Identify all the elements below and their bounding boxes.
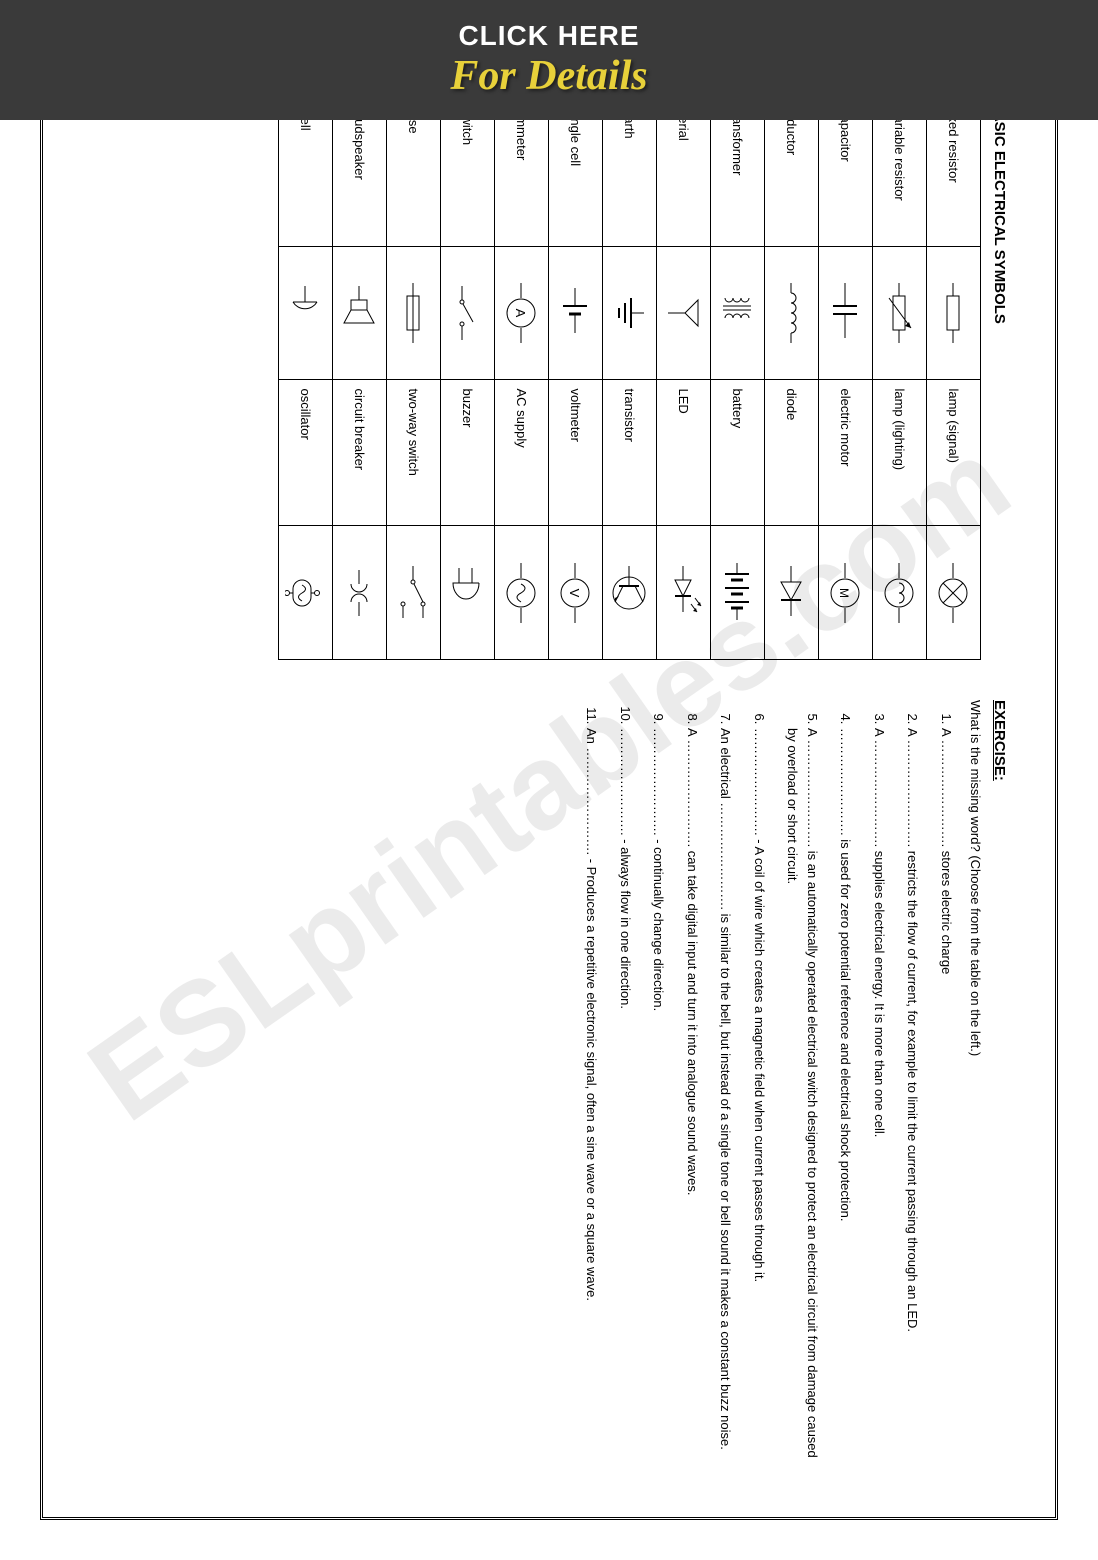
table-row: earth transistor [603,101,657,660]
symbol-name: circuit breaker [333,380,387,526]
exercise-item: A ……………………. stores electric charge [937,728,957,1460]
symbol-icon [927,526,981,660]
table-row: switch buzzer [441,101,495,660]
symbol-name: battery [711,380,765,526]
symbol-name: transformer [711,101,765,247]
symbol-name: voltmeter [549,380,603,526]
symbol-icon [603,246,657,380]
table-row: transformer battery [711,101,765,660]
exercise-section: EXERCISE: What is the missing word? (Cho… [90,700,1008,1460]
symbol-icon [657,526,711,660]
symbol-icon [927,246,981,380]
symbol-name: diode [765,380,819,526]
exercise-item: ……………………. - A coil of wire which creates… [750,728,770,1460]
exercise-item: A ……………………. can take digital input and t… [683,728,703,1460]
symbol-name: Bell [279,101,333,247]
exercise-item: An electrical ……………………. is similar to th… [716,728,736,1460]
table-row: capacitor electric motor [819,101,873,660]
table-row: fuse two-way switch [387,101,441,660]
symbol-icon [603,526,657,660]
symbol-icon [873,526,927,660]
symbol-icon [333,526,387,660]
symbol-icon [765,246,819,380]
symbol-icon [387,526,441,660]
symbol-name: aerial [657,101,711,247]
exercise-list: A ……………………. stores electric charge A …………… [582,700,956,1460]
symbol-icon [495,526,549,660]
table-row: ammeter AC supply [495,101,549,660]
symbol-icon [765,526,819,660]
symbols-table: fixed resistorlamp (signal)variable resi… [278,100,981,660]
banner-for-details: For Details [450,52,647,100]
symbol-icon [873,246,927,380]
symbol-name: variable resistor [873,101,927,247]
symbol-icon [279,526,333,660]
symbol-icon [495,246,549,380]
symbol-name: electric motor [819,380,873,526]
symbols-title: BASIC ELECTRICAL SYMBOLS [991,100,1008,660]
symbol-name: buzzer [441,380,495,526]
symbol-icon [441,246,495,380]
symbol-name: earth [603,101,657,247]
symbol-name: lamp (lighting) [873,380,927,526]
symbols-section: BASIC ELECTRICAL SYMBOLS fixed resistor l… [90,100,1008,660]
symbol-name: switch [441,101,495,247]
symbol-name: LED [657,380,711,526]
exercise-item: ……………………. is used for zero potential ref… [836,728,856,1460]
exercise-item: ……………………. - continually change direction… [649,728,669,1460]
symbol-icon [333,246,387,380]
symbol-name: capacitor [819,101,873,247]
exercise-intro: What is the missing word? (Choose from t… [968,700,983,1460]
symbol-name: transistor [603,380,657,526]
symbol-name: two-way switch [387,380,441,526]
table-row: fixed resistor lamp (signal) [927,101,981,660]
symbol-name: AC supply [495,380,549,526]
symbol-icon [549,526,603,660]
symbol-icon [279,246,333,380]
exercise-item: ……………………. - always flow in one direction… [616,728,636,1460]
symbol-name: loudspeaker [333,101,387,247]
symbol-icon [657,246,711,380]
symbol-name: fuse [387,101,441,247]
symbol-icon [819,526,873,660]
symbol-icon [819,246,873,380]
symbol-name: ammeter [495,101,549,247]
symbol-icon [387,246,441,380]
symbol-icon [441,526,495,660]
symbol-icon [549,246,603,380]
exercise-title: EXERCISE: [991,700,1008,1460]
symbol-icon [711,246,765,380]
table-row: single cell voltmeter [549,101,603,660]
exercise-item: A ……………………. restricts the flow of curren… [903,728,923,1460]
symbol-icon [711,526,765,660]
table-row: Bell oscillator [279,101,333,660]
symbol-name: oscillator [279,380,333,526]
symbol-name: fixed resistor [927,101,981,247]
banner[interactable]: CLICK HERE For Details [0,0,1098,120]
table-row: inductor diode [765,101,819,660]
symbol-name: lamp (signal) [927,380,981,526]
exercise-item: An ……………………. - Produces a repetitive ele… [582,728,602,1460]
exercise-item: A ……………………. is an automatically operated… [783,728,822,1460]
exercise-item: A ……………………. supplies electrical energy. … [870,728,890,1460]
banner-click-here: CLICK HERE [458,20,639,52]
page-content: BASIC ELECTRICAL SYMBOLS fixed resistor l… [50,50,1048,1510]
symbol-name: inductor [765,101,819,247]
symbol-name: single cell [549,101,603,247]
table-row: variable resistor lamp (lighting) [873,101,927,660]
table-row: loudspeaker circuit breaker [333,101,387,660]
table-row: aerial LED [657,101,711,660]
